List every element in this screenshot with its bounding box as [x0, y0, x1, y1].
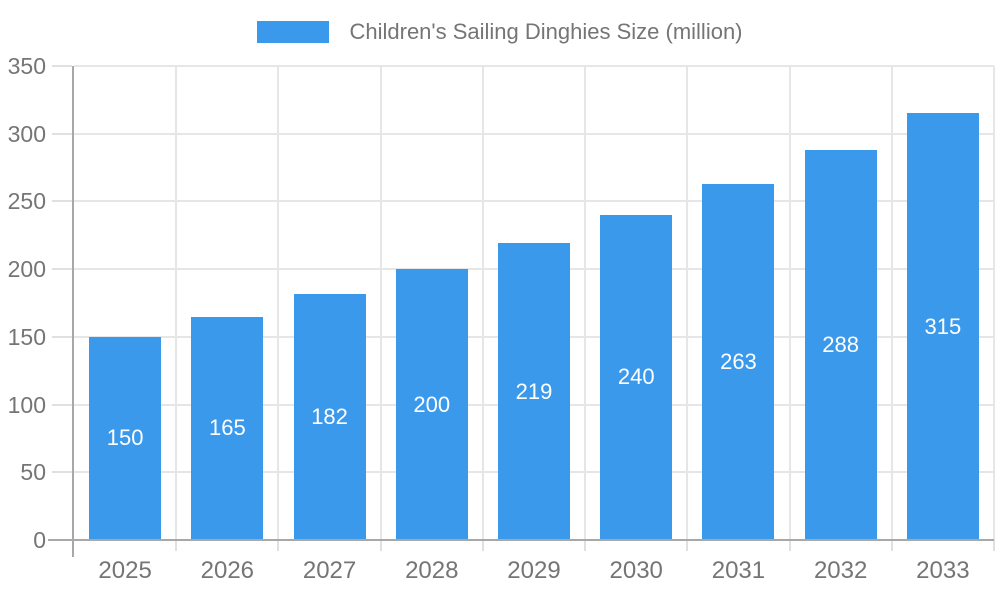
- x-axis-tick: [584, 540, 587, 551]
- y-axis-tick: [52, 403, 72, 406]
- bar-2030[interactable]: 240: [600, 214, 673, 540]
- x-axis-tick: [993, 540, 995, 551]
- bar-value-label: 200: [413, 391, 451, 417]
- y-axis-tick: [52, 132, 72, 135]
- bar-value-label: 219: [515, 378, 553, 404]
- y-axis-tick: [52, 200, 72, 203]
- gridline-vertical: [890, 66, 893, 540]
- gridline-vertical: [481, 66, 484, 540]
- x-axis-tick: [890, 540, 893, 551]
- x-axis-tick: [788, 540, 791, 551]
- x-axis-tick-label: 2025: [98, 557, 152, 584]
- gridline-vertical: [788, 66, 791, 540]
- gridline-vertical: [993, 66, 995, 540]
- y-axis-tick-label: 0: [33, 527, 46, 553]
- gridline-vertical: [379, 66, 382, 540]
- x-axis-tick-label: 2029: [507, 557, 561, 584]
- bar-value-label: 150: [106, 425, 144, 451]
- bar-2025[interactable]: 150: [89, 336, 162, 540]
- x-axis-tick: [277, 540, 280, 551]
- bar-2026[interactable]: 165: [191, 316, 264, 540]
- x-axis-tick-label: 2033: [916, 557, 970, 584]
- bar-2031[interactable]: 263: [702, 183, 775, 540]
- bar-value-label: 182: [311, 403, 348, 429]
- gridline-vertical: [686, 66, 689, 540]
- bar-2033[interactable]: 315: [906, 113, 979, 540]
- x-axis-tick-label: 2030: [609, 557, 663, 584]
- bar-2032[interactable]: 288: [804, 149, 877, 540]
- x-axis-line: [48, 539, 994, 541]
- bar-2027[interactable]: 182: [293, 293, 366, 540]
- gridline-vertical: [175, 66, 178, 540]
- bar-value-label: 165: [208, 415, 246, 441]
- y-axis-tick-label: 150: [7, 323, 46, 350]
- x-axis-tick-label: 2032: [813, 557, 868, 584]
- y-axis-tick-label: 350: [7, 53, 46, 79]
- y-axis-tick-label: 100: [7, 391, 46, 418]
- y-axis-tick-label: 50: [20, 459, 46, 486]
- x-axis-tick-label: 2028: [405, 557, 459, 584]
- y-axis-tick-label: 250: [7, 188, 46, 215]
- x-axis-tick: [379, 540, 382, 551]
- x-axis-tick: [175, 540, 178, 551]
- gridline-horizontal: [74, 65, 994, 67]
- x-axis-tick-label: 2031: [711, 557, 766, 584]
- legend-swatch: [257, 21, 330, 43]
- bar-value-label: 263: [720, 348, 757, 374]
- bar-value-label: 315: [924, 313, 962, 339]
- bar-2029[interactable]: 219: [498, 243, 570, 540]
- y-axis-tick-label: 200: [7, 256, 46, 283]
- gridline-vertical: [584, 66, 587, 540]
- gridline-horizontal: [74, 132, 994, 135]
- x-axis-tick-label: 2027: [302, 557, 357, 584]
- legend-label: Children's Sailing Dinghies Size (millio…: [349, 19, 743, 44]
- y-axis-tick-label: 300: [7, 120, 46, 147]
- x-axis-tick-label: 2026: [200, 557, 255, 584]
- legend-item[interactable]: Children's Sailing Dinghies Size (millio…: [0, 16, 1000, 48]
- y-axis-tick: [52, 471, 72, 474]
- bar-2028[interactable]: 200: [395, 269, 468, 540]
- x-axis-tick: [481, 540, 484, 551]
- y-axis-tick: [52, 335, 72, 338]
- y-axis-tick: [52, 268, 72, 271]
- gridline-vertical: [277, 66, 280, 540]
- y-axis-tick: [52, 65, 72, 67]
- x-axis-tick: [686, 540, 689, 551]
- bar-value-label: 288: [822, 331, 860, 357]
- gridline-horizontal: [74, 200, 994, 203]
- bar-value-label: 240: [617, 364, 655, 390]
- y-axis-line: [72, 66, 74, 557]
- plot-area: 150 165 182 200 219 240 263 288 315: [74, 65, 995, 540]
